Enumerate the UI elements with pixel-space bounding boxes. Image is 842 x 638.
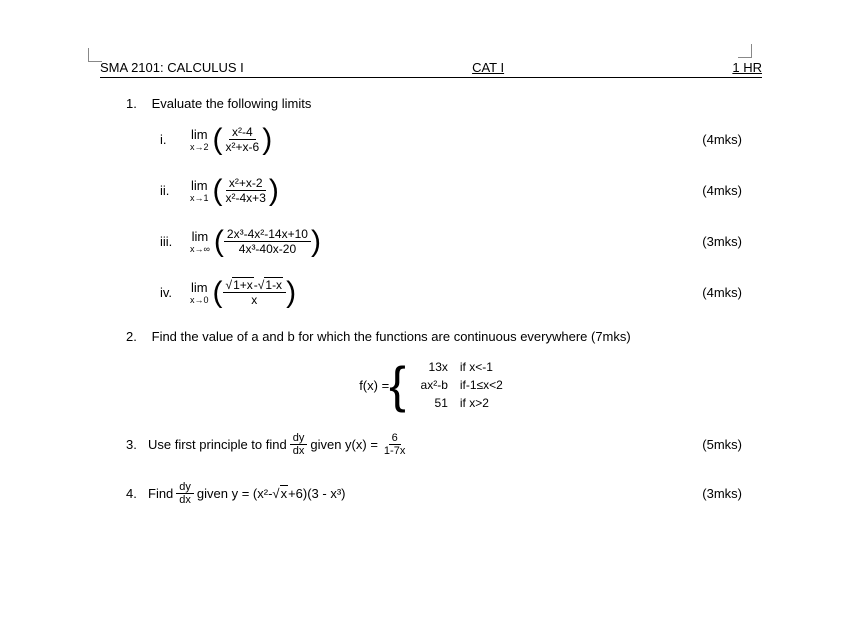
question-2: 2. Find the value of a and b for which t…: [100, 329, 762, 412]
marks: (5mks): [702, 437, 762, 452]
course-code: SMA 2101: CALCULUS I: [100, 60, 244, 75]
marks: (4mks): [702, 183, 762, 198]
limit-formula: lim x→1 ( x²+x-2 x²-4x+3 ): [190, 176, 702, 205]
q1-item-iii: iii. lim x→∞ ( 2x³-4x²-14x+10 4x³-40x-20…: [160, 227, 762, 256]
q4-text2: given y = (x²-: [197, 486, 273, 501]
marks: (3mks): [702, 486, 762, 501]
q2-number: 2.: [126, 329, 148, 344]
question-1: 1. Evaluate the following limits i. lim …: [100, 96, 762, 307]
q1-item-i: i. lim x→2 ( x²-4 x²+x-6 ) (4mks): [160, 125, 762, 154]
q1-number: 1.: [126, 96, 148, 111]
question-4: 4. Find dy dx given y = (x²-√x+6)(3 - x³…: [126, 481, 762, 506]
piecewise-function: f(x) = { 13xif x<-1 ax²-bif-1≤x<2 51if x…: [100, 358, 762, 412]
q1-item-iv: iv. lim x→0 ( √1+x-√1-x x ) (4mks): [160, 278, 762, 307]
limit-formula: lim x→2 ( x²-4 x²+x-6 ): [190, 125, 702, 154]
limit-formula: lim x→∞ ( 2x³-4x²-14x+10 4x³-40x-20 ): [190, 227, 702, 256]
fx-prefix: f(x) =: [359, 378, 389, 393]
crop-mark-tl: [88, 48, 102, 62]
item-label: ii.: [160, 183, 190, 198]
q4-text1: Find: [148, 486, 173, 501]
exam-type: CAT I: [472, 60, 504, 75]
marks: (3mks): [702, 234, 762, 249]
item-label: iii.: [160, 234, 190, 249]
question-3: 3. Use first principle to find dy dx giv…: [126, 432, 762, 457]
q2-prompt: 2. Find the value of a and b for which t…: [126, 329, 762, 344]
marks: (4mks): [702, 132, 762, 147]
crop-mark-tr: [738, 44, 752, 58]
q4-text3: +6)(3 - x³): [288, 486, 345, 501]
q3-text1: Use first principle to find: [148, 437, 287, 452]
q1-text: Evaluate the following limits: [152, 96, 312, 111]
q2-text: Find the value of a and b for which the …: [152, 329, 631, 344]
q1-prompt: 1. Evaluate the following limits: [126, 96, 762, 111]
item-label: iv.: [160, 285, 190, 300]
q3-number: 3.: [126, 437, 148, 452]
exam-duration: 1 HR: [732, 60, 762, 75]
exam-header: SMA 2101: CALCULUS I CAT I 1 HR: [100, 60, 762, 78]
q1-item-ii: ii. lim x→1 ( x²+x-2 x²-4x+3 ) (4mks): [160, 176, 762, 205]
limit-formula: lim x→0 ( √1+x-√1-x x ): [190, 278, 702, 307]
q3-text2: given y(x) =: [310, 437, 378, 452]
q4-number: 4.: [126, 486, 148, 501]
marks: (4mks): [702, 285, 762, 300]
item-label: i.: [160, 132, 190, 147]
